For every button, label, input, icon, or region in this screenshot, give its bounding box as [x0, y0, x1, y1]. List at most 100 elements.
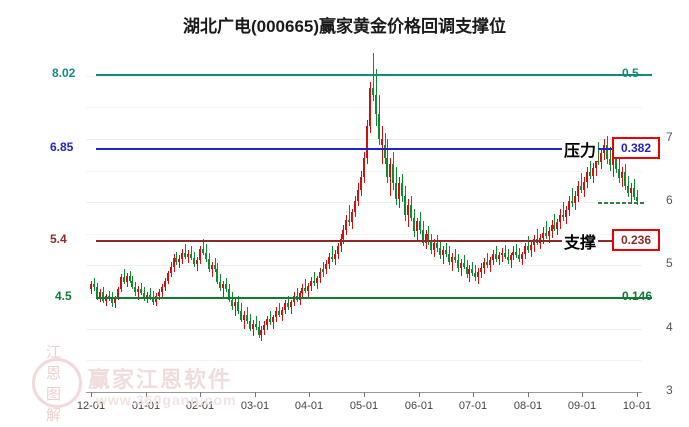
x-axis-tick [255, 392, 256, 397]
candle-wick [572, 188, 574, 208]
candle-wick [381, 126, 383, 165]
candle-body [181, 252, 184, 260]
gridline [86, 329, 642, 330]
candle-body [236, 302, 239, 311]
candle-body [409, 205, 412, 218]
watermark-brand: 赢家江恩软件 [88, 367, 233, 392]
candle-body [573, 195, 576, 204]
candle-body [201, 249, 204, 253]
candle-body [368, 88, 371, 127]
candle-body [623, 171, 626, 186]
candle-body [415, 221, 418, 231]
y-axis-tick-label: 7 [666, 129, 673, 144]
candle-body [219, 281, 222, 289]
level-price-label-5.4: 5.4 [50, 232, 67, 246]
resistance-callout-label: 压力 [562, 137, 599, 161]
candle-body [527, 246, 530, 251]
candle-wick [528, 236, 530, 253]
candle-body [93, 284, 96, 287]
candle-wick [331, 246, 333, 262]
candle-wick [545, 221, 547, 239]
candle-body [102, 292, 105, 301]
candle-wick [211, 261, 213, 277]
level-line-0.236 [96, 240, 652, 242]
candle-body [541, 232, 544, 238]
candle-body [474, 273, 477, 277]
candle-wick [202, 238, 204, 256]
candle-wick [390, 157, 392, 196]
ratio-0.382-box: 0.382 [612, 137, 661, 159]
candle-body [547, 231, 550, 237]
candle-body [169, 266, 172, 274]
candle-body [565, 209, 568, 218]
candle-body [319, 271, 322, 279]
candle-body [172, 257, 175, 267]
candle-body [354, 200, 357, 213]
candle-body [178, 259, 181, 263]
candle-body [506, 256, 509, 261]
candle-body [213, 265, 216, 269]
candle-body [442, 250, 445, 256]
candle-body [503, 252, 506, 257]
candle-wick [279, 303, 281, 318]
candle-body [339, 238, 342, 247]
x-axis-tick-label: 01-01 [131, 400, 161, 412]
candle-body [140, 289, 143, 293]
candle-body [489, 260, 491, 266]
candle-body [316, 278, 319, 284]
candle-body [198, 249, 201, 261]
candle-body [152, 297, 154, 302]
candle-wick [322, 261, 324, 277]
ratio-0.5-label: 0.5 [622, 66, 639, 80]
candle-body [462, 262, 465, 267]
candle-body [597, 157, 600, 162]
candle-wick [185, 243, 187, 260]
x-axis-tick [473, 392, 474, 397]
watermark-logo-text: 江恩图解 [46, 345, 61, 424]
candle-body [131, 280, 134, 287]
gridline-minor [86, 234, 642, 235]
candle-body [301, 288, 304, 294]
candle-body [386, 157, 389, 177]
ratio-0.146-label: 0.146 [622, 289, 653, 303]
candle-wick [463, 255, 465, 270]
candle-body [330, 256, 333, 260]
candle-wick [495, 246, 497, 262]
candle-body [544, 232, 547, 237]
candle-body [278, 311, 281, 315]
candle-body [430, 241, 433, 251]
candle-body [585, 171, 588, 182]
page-title: 湖北广电(000665)赢家黄金价格回调支撑位 [182, 17, 507, 36]
candle-wick [610, 146, 612, 171]
candle-body [620, 171, 623, 179]
candle-wick [372, 53, 374, 101]
candle-wick [188, 250, 190, 263]
candle-body [380, 138, 383, 146]
candle-body [550, 224, 553, 232]
y-axis-tick-label: 5 [666, 256, 673, 271]
x-axis-tick-label: 07-01 [458, 400, 488, 412]
candle-body [321, 269, 324, 272]
support-callout-label: 支撑 [562, 229, 599, 253]
candle-wick [580, 173, 582, 194]
candle-body [327, 256, 330, 265]
candle-wick [349, 204, 351, 227]
candle-body [363, 157, 365, 177]
candle-body [559, 214, 562, 223]
candle-body [635, 197, 638, 201]
candle-body [90, 284, 93, 290]
candle-body [269, 318, 272, 323]
candle-wick [287, 295, 289, 310]
gridline-minor [86, 360, 642, 361]
candle-wick [191, 246, 193, 261]
candle-body [468, 269, 471, 275]
candle-body [600, 152, 603, 162]
candle-body [333, 254, 336, 260]
candle-body [99, 292, 102, 298]
candle-wick [536, 228, 538, 246]
candle-body [143, 292, 146, 299]
candle-body [289, 302, 292, 308]
x-axis-tick [582, 392, 583, 397]
x-axis-tick-label: 05-01 [349, 400, 379, 412]
candle-body [453, 256, 456, 261]
